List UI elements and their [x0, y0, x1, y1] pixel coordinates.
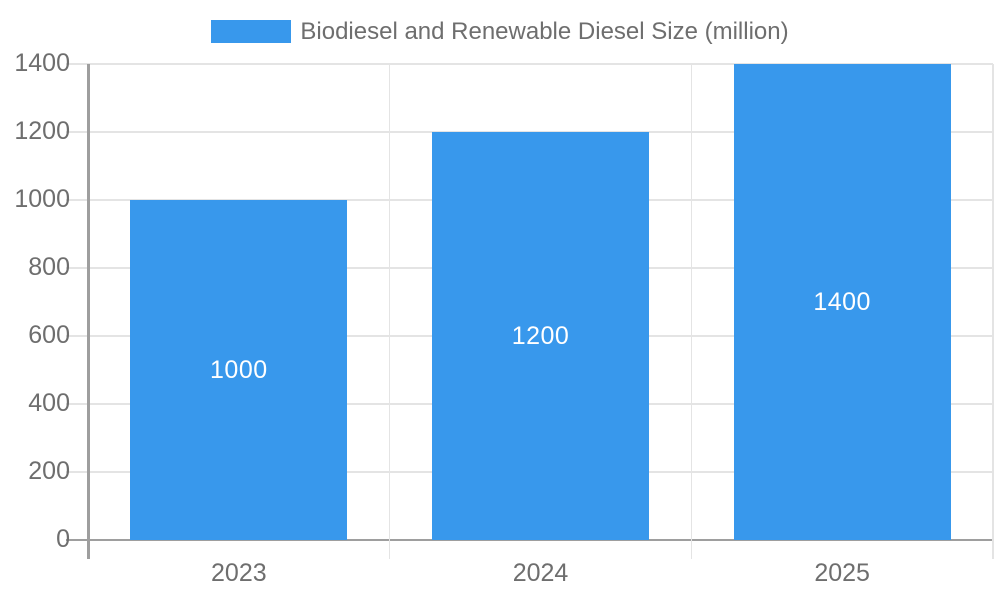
- y-tick-label-0: 0: [56, 525, 70, 553]
- gridline-y-1400: [66, 63, 993, 65]
- plot-area: 0 200 400 600 800 1000 1200 1400 1000 2023 1200 202…: [14, 51, 994, 586]
- bar-2023: 1000: [130, 200, 348, 540]
- chart-legend: Biodiesel and Renewable Diesel Size (mil…: [0, 19, 1000, 44]
- bar-value-label-2024: 1200: [511, 321, 570, 350]
- y-tick-label-800: 800: [28, 253, 70, 281]
- legend-swatch: [211, 20, 292, 43]
- gridline-x-2: [690, 64, 693, 559]
- y-tick-label-200: 200: [28, 457, 70, 485]
- x-tick-label-2024: 2024: [512, 559, 569, 587]
- y-tick-label-600: 600: [28, 321, 70, 349]
- bar-2024: 1200: [432, 132, 649, 540]
- y-tick-label-1400: 1400: [14, 49, 70, 77]
- y-tick-label-400: 400: [28, 389, 70, 417]
- bar-2025: 1400: [733, 64, 951, 540]
- gridline-x-1: [388, 64, 391, 559]
- x-tick-label-2023: 2023: [211, 559, 267, 587]
- bar-value-label-2025: 1400: [813, 287, 871, 316]
- y-tick-label-1000: 1000: [14, 185, 70, 213]
- y-tick-label-1200: 1200: [14, 117, 70, 145]
- legend-label: Biodiesel and Renewable Diesel Size (mil…: [300, 18, 789, 45]
- x-tick-label-2025: 2025: [814, 559, 870, 587]
- y-axis-line: [87, 64, 90, 559]
- bar-value-label-2023: 1000: [210, 355, 268, 384]
- gridline-right-edge: [992, 64, 994, 559]
